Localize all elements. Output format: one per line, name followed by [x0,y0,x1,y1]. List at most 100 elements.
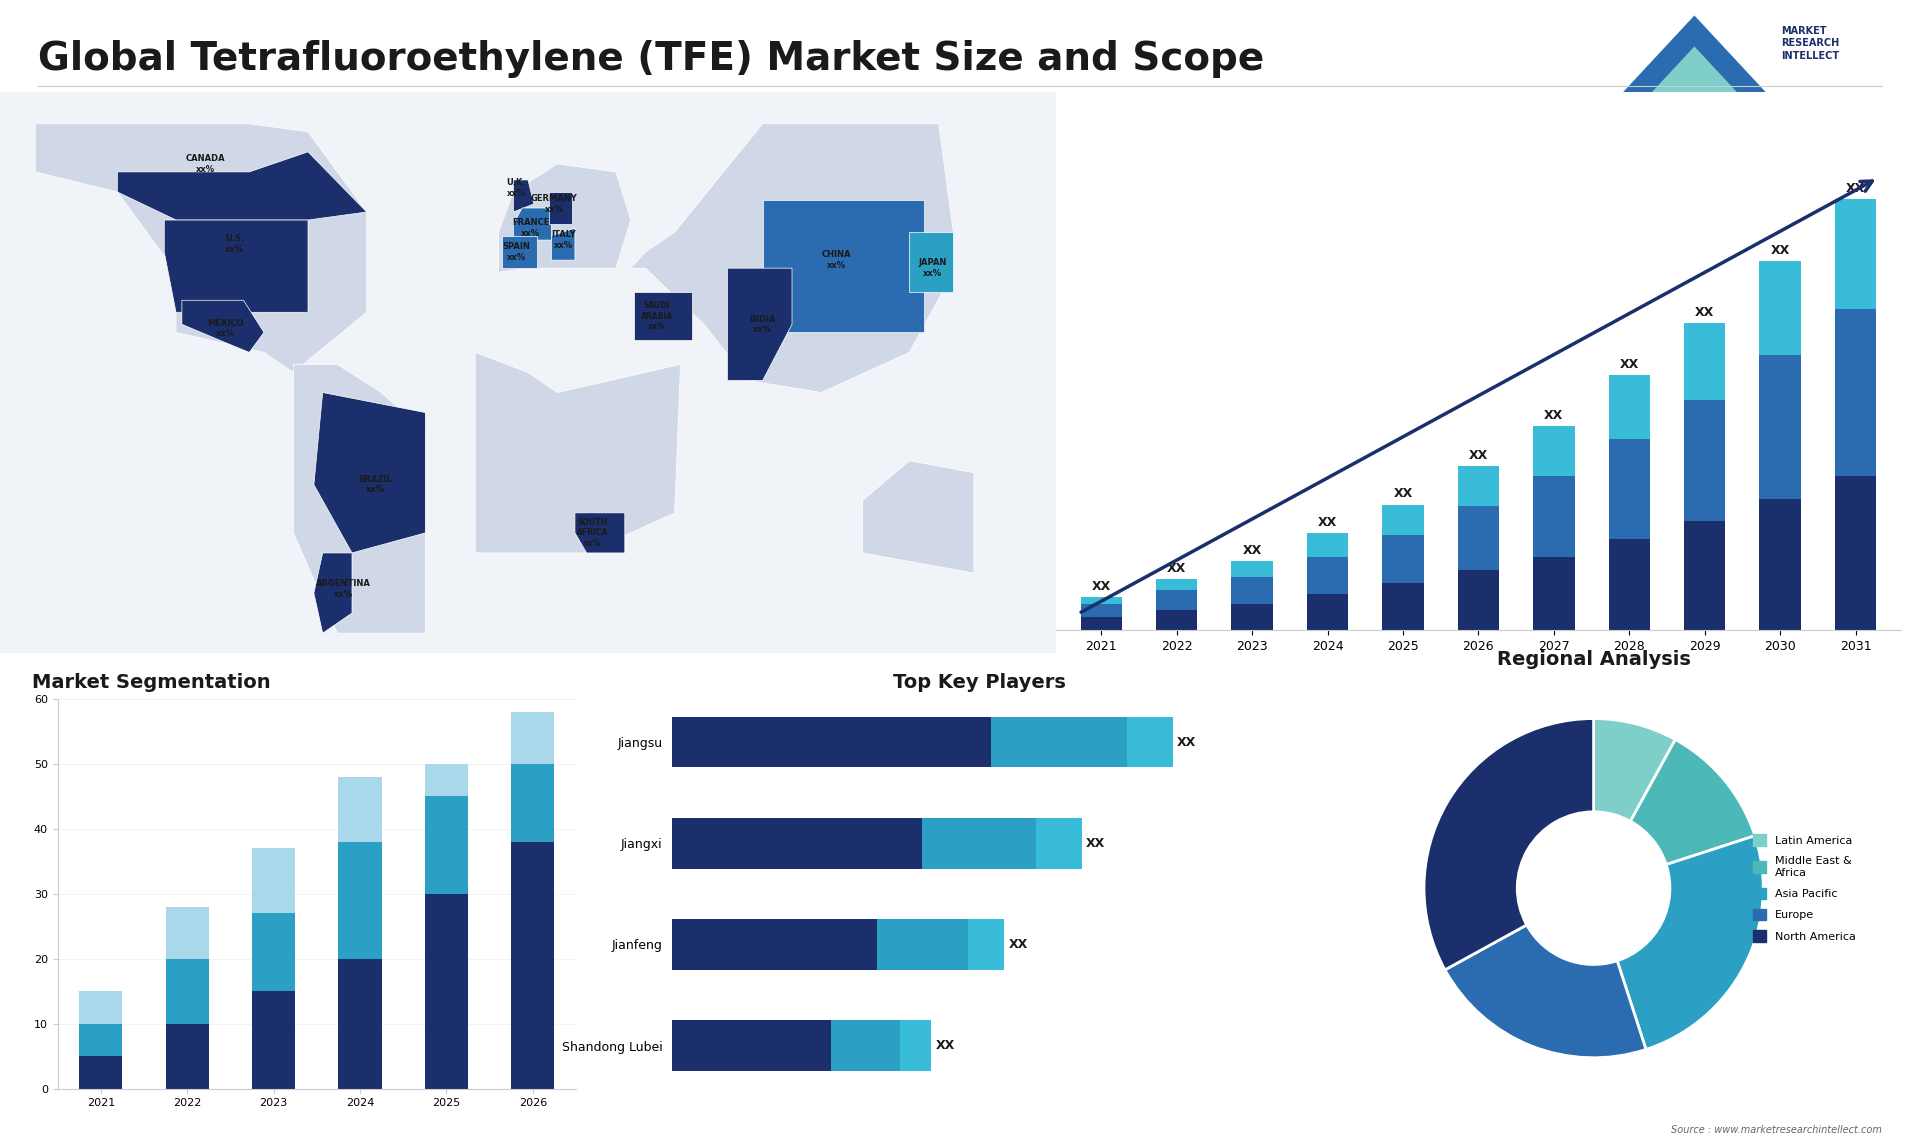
Text: Market Segmentation: Market Segmentation [31,673,271,692]
Bar [1836,477,1876,630]
Bar [1609,375,1649,439]
Bar [1532,557,1574,630]
Text: XX: XX [1394,487,1413,501]
Bar [900,1020,931,1072]
Legend: Type, Application, Geography: Type, Application, Geography [760,705,856,768]
Bar [1836,199,1876,309]
Bar [1156,580,1198,590]
Bar [831,1020,900,1072]
Text: XX: XX [1770,244,1789,257]
Bar [672,919,877,970]
Text: XX: XX [1092,580,1112,592]
Bar [1759,261,1801,354]
Bar [1231,560,1273,576]
Text: BRAZIL
xx%: BRAZIL xx% [359,476,392,494]
Bar [252,913,296,991]
Text: XX: XX [1695,306,1715,319]
Bar [338,959,382,1089]
Polygon shape [630,124,954,393]
Bar [424,894,468,1089]
Bar [1081,604,1121,617]
Bar [1127,716,1173,768]
Bar [1231,576,1273,604]
Text: Source : www.marketresearchintellect.com: Source : www.marketresearchintellect.com [1670,1124,1882,1135]
Text: XX: XX [1317,516,1336,528]
Bar [1532,425,1574,477]
Legend: Latin America, Middle East &
Africa, Asia Pacific, Europe, North America: Latin America, Middle East & Africa, Asi… [1747,829,1862,948]
Bar [511,712,555,764]
Bar [1308,594,1348,630]
Polygon shape [182,300,265,353]
Text: XX: XX [1469,449,1488,462]
Wedge shape [1594,719,1676,822]
Bar [424,764,468,796]
Text: SAUDI
ARABIA
xx%: SAUDI ARABIA xx% [641,301,674,331]
Bar [1836,309,1876,477]
Polygon shape [549,193,572,225]
Text: CANADA
xx%: CANADA xx% [186,155,225,173]
Bar [672,818,922,869]
Polygon shape [476,353,680,554]
Text: SPAIN
xx%: SPAIN xx% [503,243,530,261]
Bar [165,906,209,959]
Bar [511,764,555,842]
Bar [338,777,382,842]
Text: SOUTH
AFRICA
xx%: SOUTH AFRICA xx% [576,518,609,548]
Text: XX: XX [1620,358,1640,370]
Text: ITALY
xx%: ITALY xx% [551,230,576,250]
Bar [1457,465,1500,505]
Bar [1081,597,1121,604]
Title: Regional Analysis: Regional Analysis [1498,650,1690,669]
Circle shape [1517,811,1670,965]
Text: XX: XX [1087,837,1106,850]
Bar [1457,505,1500,570]
Polygon shape [634,292,693,340]
Bar [252,848,296,913]
Wedge shape [1617,835,1763,1050]
Bar [672,1020,831,1072]
Text: XX: XX [935,1039,956,1052]
Bar [79,991,123,1023]
Text: U.S.
xx%: U.S. xx% [225,235,244,253]
Polygon shape [574,513,624,554]
Bar [1081,617,1121,630]
Bar [252,991,296,1089]
Text: XX: XX [1242,543,1261,557]
Text: XX: XX [1177,736,1196,748]
Polygon shape [499,164,630,273]
Bar [1156,590,1198,610]
Text: U.K.
xx%: U.K. xx% [507,179,526,197]
Text: JAPAN
xx%: JAPAN xx% [918,259,947,277]
Polygon shape [294,364,426,633]
Text: XX: XX [1544,408,1563,422]
Bar [968,919,1004,970]
Polygon shape [35,124,367,372]
Polygon shape [313,554,351,633]
Bar [165,1023,209,1089]
Bar [1532,477,1574,557]
Wedge shape [1446,925,1645,1058]
Text: XX: XX [1167,563,1187,575]
Polygon shape [313,393,426,554]
Polygon shape [1651,46,1738,93]
Polygon shape [862,461,973,573]
Polygon shape [513,209,551,241]
Bar [1382,535,1425,583]
Bar [1156,610,1198,630]
Bar [1382,504,1425,535]
Bar [991,716,1127,768]
Bar [1457,570,1500,630]
Polygon shape [0,52,1056,774]
Bar [1231,604,1273,630]
Bar [338,842,382,959]
Text: CHINA
xx%: CHINA xx% [822,251,851,269]
Polygon shape [513,180,534,212]
Bar [79,1057,123,1089]
Bar [1684,520,1726,630]
Bar [1684,322,1726,400]
Polygon shape [762,201,924,332]
Title: Top Key Players: Top Key Players [893,673,1066,692]
Bar [511,842,555,1089]
Text: INDIA
xx%: INDIA xx% [749,315,776,333]
Polygon shape [501,236,538,268]
